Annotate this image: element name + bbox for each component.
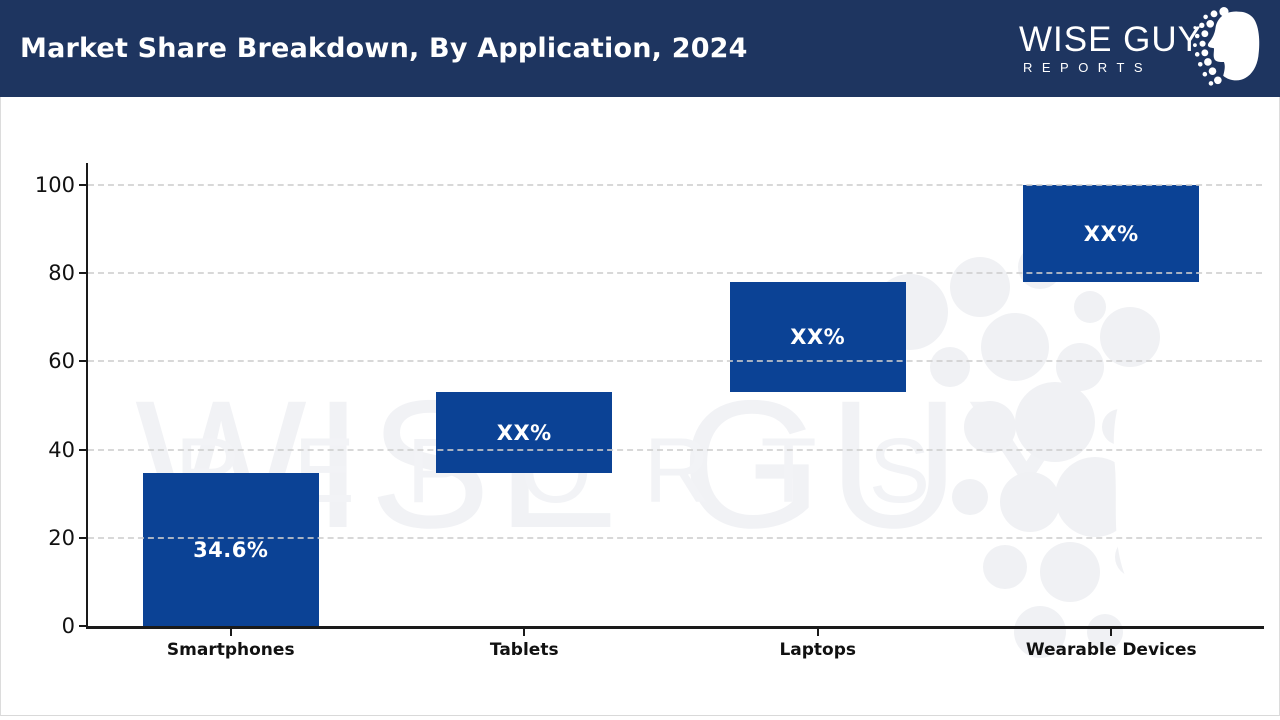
y-gridline-100: [88, 184, 1262, 186]
logo-wordmark: WISE GUY: [1018, 20, 1202, 59]
y-gridline-40: [88, 448, 1262, 451]
bar-value-label-laptops: XX%: [790, 325, 846, 350]
bar-tablets: XX%: [436, 392, 613, 474]
x-tick-label-smartphones: Smartphones: [166, 640, 295, 660]
y-tick-60: [79, 360, 88, 363]
y-tick-label-20: 20: [48, 525, 75, 550]
y-gridline-60: [88, 360, 1262, 363]
bar-value-label-smartphones: 34.6%: [193, 537, 269, 562]
y-tick-0: [79, 625, 88, 627]
x-tick-label-tablets: Tablets: [489, 640, 559, 660]
x-axis-line: [86, 626, 1264, 629]
bar-laptops: XX%: [729, 282, 906, 393]
bar-value-label-tablets: XX%: [496, 420, 552, 445]
x-tick-label-wearable-devices: Wearable Devices: [1025, 640, 1197, 660]
y-tick-label-40: 40: [48, 437, 75, 462]
y-tick-40: [79, 448, 88, 451]
page-title: Market Share Breakdown, By Application, …: [20, 33, 748, 64]
bar-wearable-devices: XX%: [1023, 185, 1200, 283]
y-tick-100: [79, 184, 88, 186]
bar-value-label-wearable-devices: XX%: [1083, 221, 1139, 246]
plot-area: 0 20 40 60 80 100 34.6% Smartphones XX% Tablets XX…: [0, 97, 1280, 716]
y-gridline-20: [88, 536, 1262, 539]
y-tick-label-0: 0: [61, 614, 75, 638]
bar-smartphones: 34.6%: [142, 473, 319, 626]
y-tick-label-100: 100: [34, 173, 75, 197]
chart-area: WISE GUY REPORTS 02040608010034.6%Smartp…: [0, 97, 1280, 716]
logo-face-icon: [1193, 6, 1260, 86]
y-axis-line: [86, 163, 88, 628]
y-tick-label-80: 80: [48, 261, 75, 286]
logo-text: WISE GUY REPORTS: [1019, 22, 1202, 75]
header-bar: Market Share Breakdown, By Application, …: [0, 0, 1280, 97]
y-tick-20: [79, 536, 88, 539]
x-tick-laptops: [816, 629, 819, 636]
y-tick-label-60: 60: [48, 349, 75, 374]
x-tick-label-laptops: Laptops: [779, 640, 857, 660]
x-tick-smartphones: [229, 629, 232, 636]
wise-guy-logo: WISE GUY REPORTS: [1019, 6, 1266, 91]
y-tick-80: [79, 272, 88, 275]
logo-subtitle: REPORTS: [1022, 60, 1153, 75]
x-tick-wearable-devices: [1110, 629, 1113, 636]
y-gridline-80: [88, 272, 1262, 275]
x-tick-tablets: [523, 629, 526, 636]
